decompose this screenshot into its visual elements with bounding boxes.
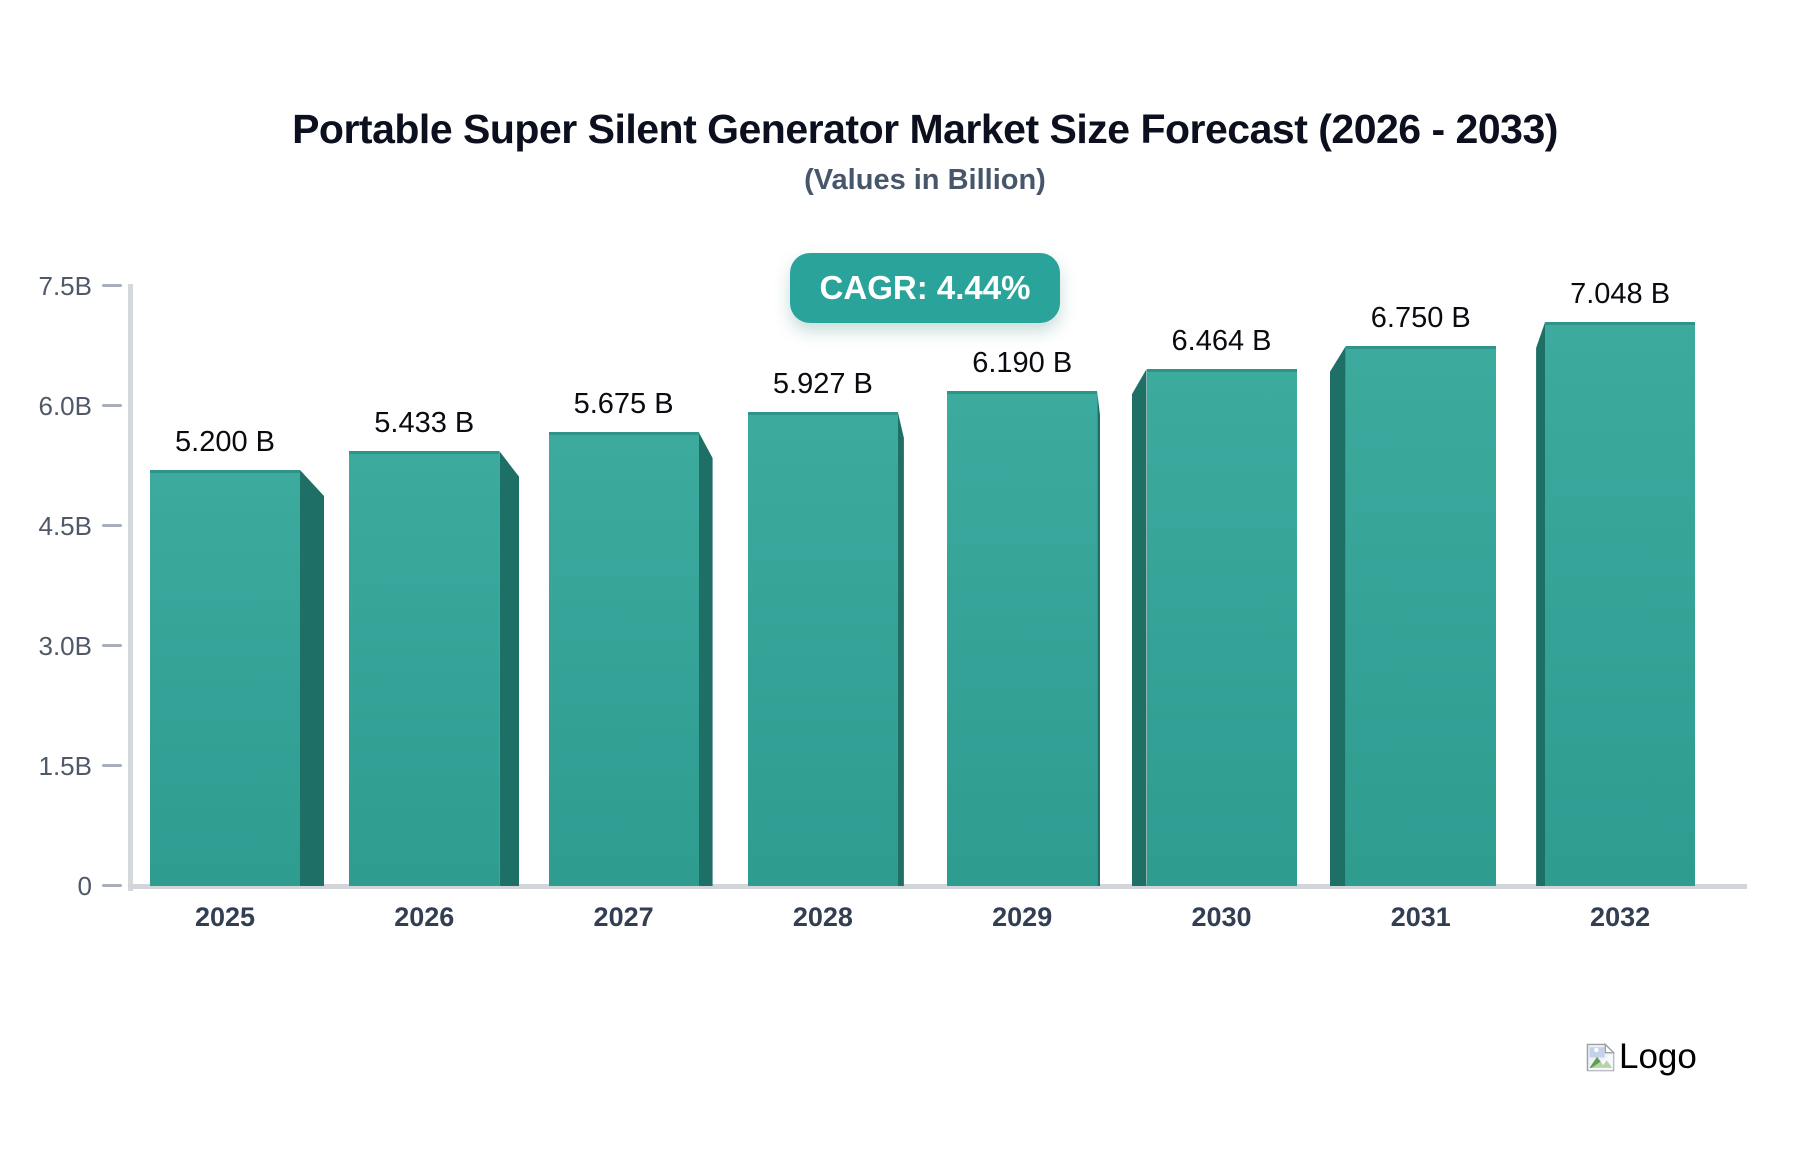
bar-value-label-2027: 5.675 B: [573, 388, 674, 420]
y-tick-mark: [102, 284, 122, 287]
bar-value-label-2030: 6.464 B: [1171, 325, 1272, 357]
bar-face-2026: [349, 451, 500, 886]
y-tick-label: 7.5B: [38, 271, 93, 301]
x-axis-label-2028: 2028: [792, 902, 853, 932]
bar-side-2032: [1536, 322, 1546, 886]
bar-side-2029: [1097, 391, 1101, 886]
bar-face-2027: [548, 432, 699, 886]
bar-face-2030: [1146, 369, 1297, 886]
x-axis-label-2025: 2025: [194, 902, 256, 932]
bar-side-2026: [499, 451, 520, 886]
bar-side-2028: [897, 412, 904, 886]
x-axis-label-2030: 2030: [1191, 902, 1252, 932]
bar-value-label-2032: 7.048 B: [1570, 278, 1671, 310]
y-tick-mark: [102, 644, 122, 647]
logo: Logo: [1584, 1038, 1697, 1076]
y-tick-label: 1.5B: [38, 751, 93, 781]
bar-face-2032: [1545, 322, 1696, 886]
bar-face-2028: [747, 412, 898, 886]
broken-image-icon: [1586, 1042, 1616, 1072]
logo-text: Logo: [1619, 1037, 1697, 1076]
bar-face-2029: [947, 391, 1098, 886]
y-tick-label: 3.0B: [38, 631, 93, 661]
bar-side-2030: [1131, 369, 1147, 886]
x-axis-label-2026: 2026: [394, 902, 455, 932]
y-tick-mark: [102, 524, 122, 527]
chart-title: Portable Super Silent Generator Market S…: [292, 106, 1558, 152]
y-axis-line: [128, 284, 133, 891]
cagr-badge-label: CAGR: 4.44%: [819, 269, 1031, 306]
x-axis-label-2029: 2029: [992, 902, 1053, 932]
bar-value-label-2025: 5.200 B: [175, 426, 275, 458]
y-tick-mark: [102, 884, 122, 887]
bar-face-2031: [1345, 346, 1496, 886]
chart-subtitle: (Values in Billion): [804, 164, 1046, 196]
y-tick-mark: [102, 764, 122, 767]
bar-side-2031: [1329, 346, 1346, 886]
bar-value-label-2028: 5.927 B: [772, 368, 873, 400]
x-axis-baseline: [128, 884, 1747, 889]
x-axis-label-2031: 2031: [1390, 902, 1451, 932]
bar-side-2025: [300, 470, 324, 886]
x-axis-label-2032: 2032: [1590, 902, 1651, 932]
bar-value-label-2026: 5.433 B: [374, 407, 475, 439]
y-tick-mark: [102, 404, 122, 407]
bar-face-2025: [150, 470, 300, 886]
bar-value-label-2029: 6.190 B: [972, 347, 1073, 379]
y-tick-label: 4.5B: [38, 511, 93, 541]
y-tick-label: 0: [77, 871, 92, 901]
x-axis-label-2027: 2027: [593, 902, 654, 932]
y-tick-label: 6.0B: [38, 391, 93, 421]
bar-value-label-2031: 6.750 B: [1370, 302, 1471, 334]
bar-side-2027: [698, 432, 713, 886]
cagr-badge: CAGR: 4.44%: [790, 253, 1060, 323]
